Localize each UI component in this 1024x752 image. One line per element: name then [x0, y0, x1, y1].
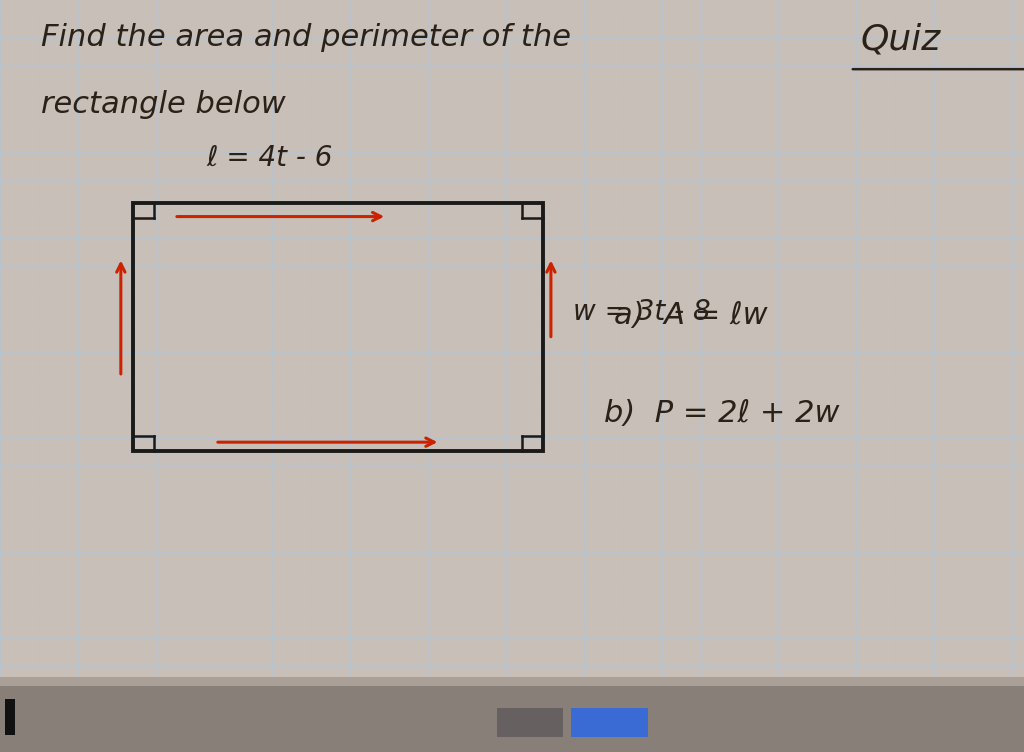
Bar: [0, 677, 1024, 686]
Bar: [133, 203, 543, 451]
Bar: [5, 699, 15, 735]
Bar: [497, 708, 563, 737]
Text: w = 3t - 8: w = 3t - 8: [573, 298, 711, 326]
Bar: [571, 708, 648, 737]
Text: Find the area and perimeter of the: Find the area and perimeter of the: [41, 23, 571, 52]
Bar: [0, 677, 1024, 752]
Text: Quiz: Quiz: [860, 23, 940, 56]
Text: b)  P = 2ℓ + 2w: b) P = 2ℓ + 2w: [604, 399, 840, 428]
Text: a)  A = ℓw: a) A = ℓw: [614, 301, 768, 330]
Text: ℓ = 4t - 6: ℓ = 4t - 6: [207, 144, 333, 171]
Text: rectangle below: rectangle below: [41, 90, 286, 120]
